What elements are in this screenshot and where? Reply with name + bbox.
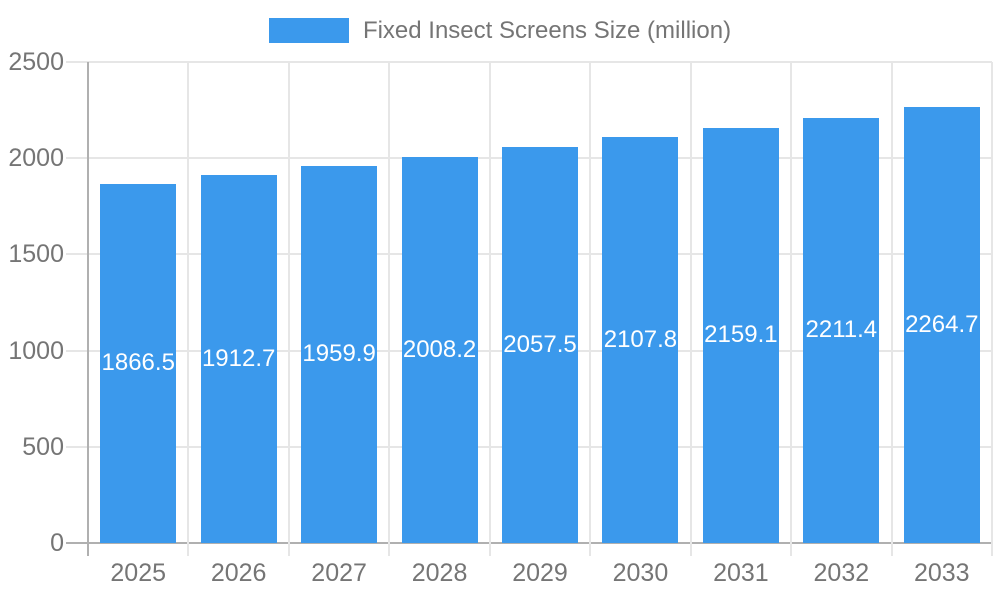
y-axis-label: 1500 bbox=[8, 240, 64, 269]
bar-2032[interactable] bbox=[803, 117, 880, 543]
bar-2030[interactable] bbox=[602, 137, 679, 543]
y-axis-label: 500 bbox=[22, 432, 64, 461]
bar-value-label-2032: 2211.4 bbox=[805, 316, 878, 344]
gridline-horizontal bbox=[66, 61, 992, 63]
bar-value-label-2029: 2057.5 bbox=[503, 331, 577, 359]
bar-2029[interactable] bbox=[502, 147, 578, 543]
bar-value-label-2033: 2264.7 bbox=[905, 311, 979, 339]
x-axis-label-2033: 2033 bbox=[913, 559, 970, 587]
y-axis-line bbox=[87, 62, 89, 556]
x-axis-line bbox=[66, 542, 992, 544]
bar-value-label-2027: 1959.9 bbox=[302, 340, 376, 368]
gridline-vertical bbox=[388, 62, 391, 556]
x-axis-label-2029: 2029 bbox=[512, 559, 568, 587]
gridline-vertical bbox=[991, 62, 993, 556]
x-axis-label-2032: 2032 bbox=[813, 559, 870, 587]
x-axis-label-2030: 2030 bbox=[612, 559, 669, 587]
legend-label: Fixed Insect Screens Size (million) bbox=[362, 17, 732, 44]
x-axis-label-2031: 2031 bbox=[713, 559, 769, 587]
legend-swatch bbox=[268, 18, 349, 43]
bar-value-label-2028: 2008.2 bbox=[402, 335, 477, 363]
legend: Fixed Insect Screens Size (million) bbox=[0, 18, 1000, 43]
gridline-vertical bbox=[187, 62, 190, 556]
x-axis-label-2026: 2026 bbox=[210, 559, 267, 587]
y-axis-label: 0 bbox=[50, 529, 64, 557]
gridline-vertical bbox=[488, 62, 491, 556]
gridline-vertical bbox=[689, 62, 692, 556]
bar-2027[interactable] bbox=[301, 165, 378, 543]
bar-2033[interactable] bbox=[903, 107, 980, 543]
gridline-vertical bbox=[287, 62, 290, 556]
bar-2028[interactable] bbox=[401, 156, 478, 543]
bar-value-label-2030: 2107.8 bbox=[603, 326, 678, 354]
legend-item[interactable]: Fixed Insect Screens Size (million) bbox=[268, 17, 732, 44]
bar-value-label-2031: 2159.1 bbox=[704, 321, 778, 349]
bar-value-label-2026: 1912.7 bbox=[201, 344, 276, 372]
x-axis-label-2025: 2025 bbox=[110, 559, 167, 587]
y-axis-label: 2000 bbox=[8, 144, 64, 173]
bar-value-label-2025: 1866.5 bbox=[101, 349, 175, 377]
gridline-vertical bbox=[890, 62, 893, 556]
x-axis-label-2028: 2028 bbox=[411, 559, 468, 587]
bar-2025[interactable] bbox=[100, 183, 177, 543]
gridline-vertical bbox=[589, 62, 592, 556]
x-axis-label-2027: 2027 bbox=[311, 559, 367, 587]
gridline-vertical bbox=[790, 62, 793, 556]
bar-2031[interactable] bbox=[702, 127, 779, 543]
bar-2026[interactable] bbox=[200, 174, 277, 543]
y-axis-label: 1000 bbox=[8, 336, 64, 365]
y-axis-label: 2500 bbox=[8, 48, 64, 76]
